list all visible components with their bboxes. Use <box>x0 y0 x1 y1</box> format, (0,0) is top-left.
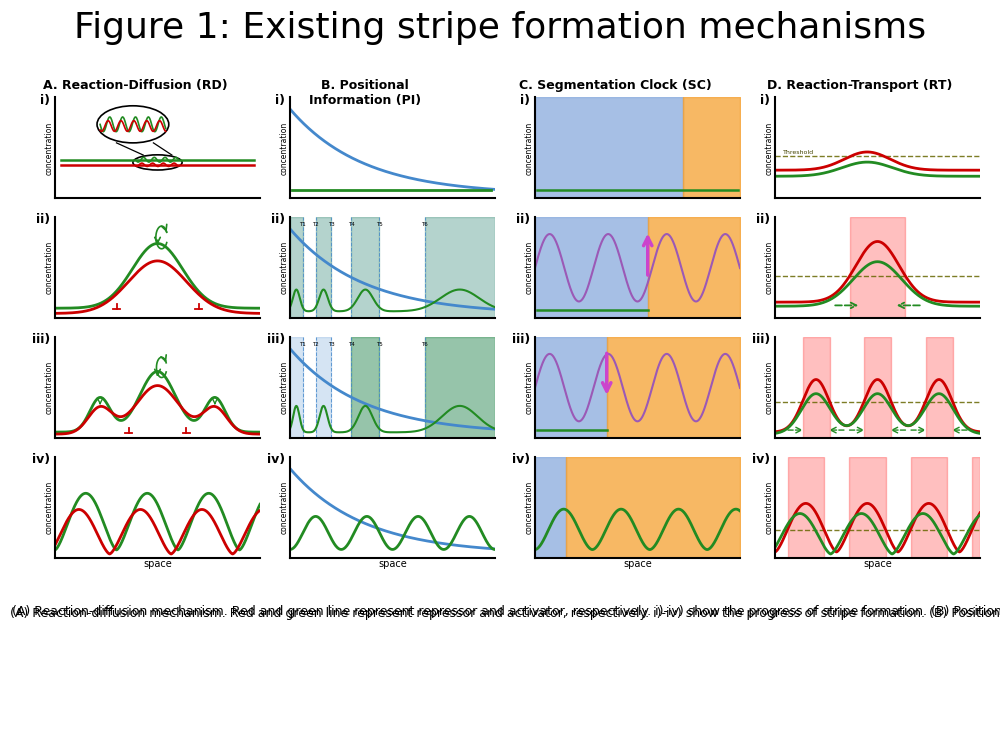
Bar <box>926 337 953 438</box>
Y-axis label: concentration: concentration <box>765 121 774 175</box>
Bar <box>351 337 379 438</box>
Y-axis label: concentration: concentration <box>45 481 54 534</box>
Y-axis label: concentration: concentration <box>765 361 774 414</box>
Text: T5: T5 <box>376 342 383 347</box>
Y-axis label: concentration: concentration <box>280 121 289 175</box>
Text: T6: T6 <box>421 222 428 227</box>
Text: (A) Reaction-diffusion mechanism. Red and green line represent repressor and act: (A) Reaction-diffusion mechanism. Red an… <box>10 607 1000 619</box>
Bar <box>972 457 980 558</box>
Ellipse shape <box>97 106 169 143</box>
Bar <box>316 337 331 438</box>
Text: T1: T1 <box>299 342 306 347</box>
Bar <box>290 217 303 318</box>
Text: i): i) <box>275 94 285 106</box>
Text: i): i) <box>40 94 50 106</box>
Bar <box>351 217 379 318</box>
Text: B. Positional
Information (PI): B. Positional Information (PI) <box>309 79 421 106</box>
Y-axis label: concentration: concentration <box>280 481 289 534</box>
Y-axis label: concentration: concentration <box>45 361 54 414</box>
Bar <box>911 457 947 558</box>
Text: iii): iii) <box>32 333 50 346</box>
Y-axis label: concentration: concentration <box>45 121 54 175</box>
Text: i): i) <box>520 94 530 106</box>
Bar <box>290 217 303 318</box>
Text: iii): iii) <box>512 333 530 346</box>
Text: ii): ii) <box>271 213 285 226</box>
Bar <box>864 337 891 438</box>
Y-axis label: concentration: concentration <box>525 361 534 414</box>
Text: T3: T3 <box>328 342 335 347</box>
Bar <box>850 217 905 318</box>
X-axis label: space: space <box>378 560 407 569</box>
Text: D. Reaction-Transport (RT): D. Reaction-Transport (RT) <box>767 79 953 91</box>
Text: iv): iv) <box>752 453 770 466</box>
Text: iii): iii) <box>267 333 285 346</box>
Text: iv): iv) <box>32 453 50 466</box>
Bar <box>849 457 886 558</box>
Bar <box>351 217 379 318</box>
Text: iv): iv) <box>267 453 285 466</box>
Text: ii): ii) <box>516 213 530 226</box>
Y-axis label: concentration: concentration <box>765 241 774 294</box>
Y-axis label: concentration: concentration <box>525 241 534 294</box>
Text: T2: T2 <box>312 222 319 227</box>
Text: T4: T4 <box>348 222 355 227</box>
Bar <box>425 217 495 318</box>
Text: T3: T3 <box>328 222 335 227</box>
Text: ii): ii) <box>756 213 770 226</box>
Y-axis label: concentration: concentration <box>45 241 54 294</box>
Bar <box>803 337 830 438</box>
Y-axis label: concentration: concentration <box>280 361 289 414</box>
Text: Figure 1: Existing stripe formation mechanisms: Figure 1: Existing stripe formation mech… <box>74 11 926 45</box>
Bar <box>425 337 495 438</box>
Text: T2: T2 <box>312 342 319 347</box>
Text: T4: T4 <box>348 342 355 347</box>
Text: A. Reaction-Diffusion (RD): A. Reaction-Diffusion (RD) <box>43 79 227 91</box>
Text: Threshold: Threshold <box>783 150 814 154</box>
X-axis label: space: space <box>863 560 892 569</box>
Text: i): i) <box>760 94 770 106</box>
Text: iii): iii) <box>752 333 770 346</box>
Text: C. Segmentation Clock (SC): C. Segmentation Clock (SC) <box>519 79 711 91</box>
Y-axis label: concentration: concentration <box>525 121 534 175</box>
Bar <box>316 217 331 318</box>
Text: ii): ii) <box>36 213 50 226</box>
Text: T6: T6 <box>421 342 428 347</box>
Bar <box>425 217 495 318</box>
Y-axis label: concentration: concentration <box>525 481 534 534</box>
Bar <box>425 337 495 438</box>
Bar <box>316 217 331 318</box>
Text: T5: T5 <box>376 222 383 227</box>
Text: (A) Reaction-diffusion mechanism. Red and green line represent repressor and act: (A) Reaction-diffusion mechanism. Red an… <box>12 605 1000 618</box>
Y-axis label: concentration: concentration <box>280 241 289 294</box>
X-axis label: space: space <box>143 560 172 569</box>
Text: T1: T1 <box>299 222 306 227</box>
Bar <box>351 337 379 438</box>
Y-axis label: concentration: concentration <box>765 481 774 534</box>
Text: iv): iv) <box>512 453 530 466</box>
X-axis label: space: space <box>623 560 652 569</box>
Bar <box>788 457 824 558</box>
Bar <box>290 337 303 438</box>
